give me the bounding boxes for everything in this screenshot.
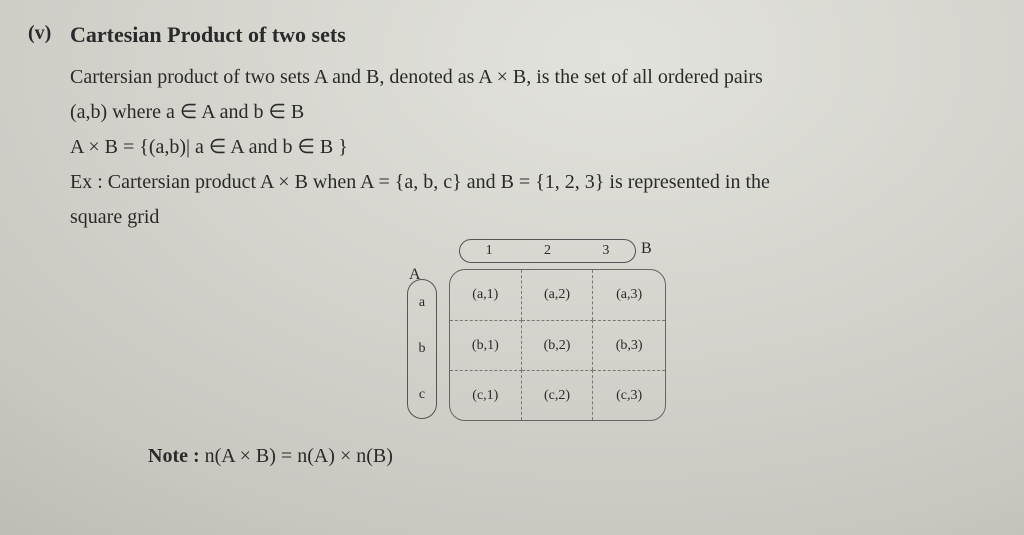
grid-cell: (b,3) [593, 320, 665, 370]
grid-inner: A B 1 2 3 a b c (a,1) (a,2) (a,3) (b,1) … [381, 243, 691, 433]
grid-cell: (b,2) [522, 320, 594, 370]
section-heading: Cartesian Product of two sets [70, 18, 1002, 52]
grid-cell: (b,1) [450, 320, 522, 370]
grid-cell: (c,3) [593, 370, 665, 420]
grid-cell: (a,1) [450, 270, 522, 320]
grid-cell: (c,2) [522, 370, 594, 420]
row-header: b [419, 330, 426, 368]
grid-cell: (c,1) [450, 370, 522, 420]
col-header: 1 [470, 240, 509, 262]
paragraph-1: Cartersian product of two sets A and B, … [70, 62, 1002, 93]
paragraph-3: A × B = {(a,b)| a ∈ A and b ∈ B } [70, 132, 1002, 163]
note-text: n(A × B) = n(A) × n(B) [200, 445, 393, 467]
paragraph-4: Ex : Cartersian product A × B when A = {… [70, 167, 1002, 198]
grid-cell: (a,3) [593, 270, 665, 320]
grid-cells: (a,1) (a,2) (a,3) (b,1) (b,2) (b,3) (c,1… [449, 269, 666, 421]
page: (v) Cartesian Product of two sets Carter… [0, 0, 1024, 535]
column-headers: 1 2 3 [459, 239, 636, 263]
grid-container: A B 1 2 3 a b c (a,1) (a,2) (a,3) (b,1) … [70, 243, 1002, 433]
set-b-label: B [641, 237, 652, 262]
row-header: a [419, 284, 425, 322]
note-line: Note : n(A × B) = n(A) × n(B) [70, 441, 1002, 472]
row-header: c [419, 376, 425, 414]
paragraph-2: (a,b) where a ∈ A and b ∈ B [70, 97, 1002, 128]
grid-cell: (a,2) [522, 270, 594, 320]
col-header: 2 [528, 240, 567, 262]
note-label: Note : [148, 445, 200, 467]
row-headers: a b c [407, 279, 437, 419]
item-number: (v) [28, 18, 51, 49]
paragraph-5: square grid [70, 202, 1002, 233]
col-header: 3 [586, 240, 625, 262]
